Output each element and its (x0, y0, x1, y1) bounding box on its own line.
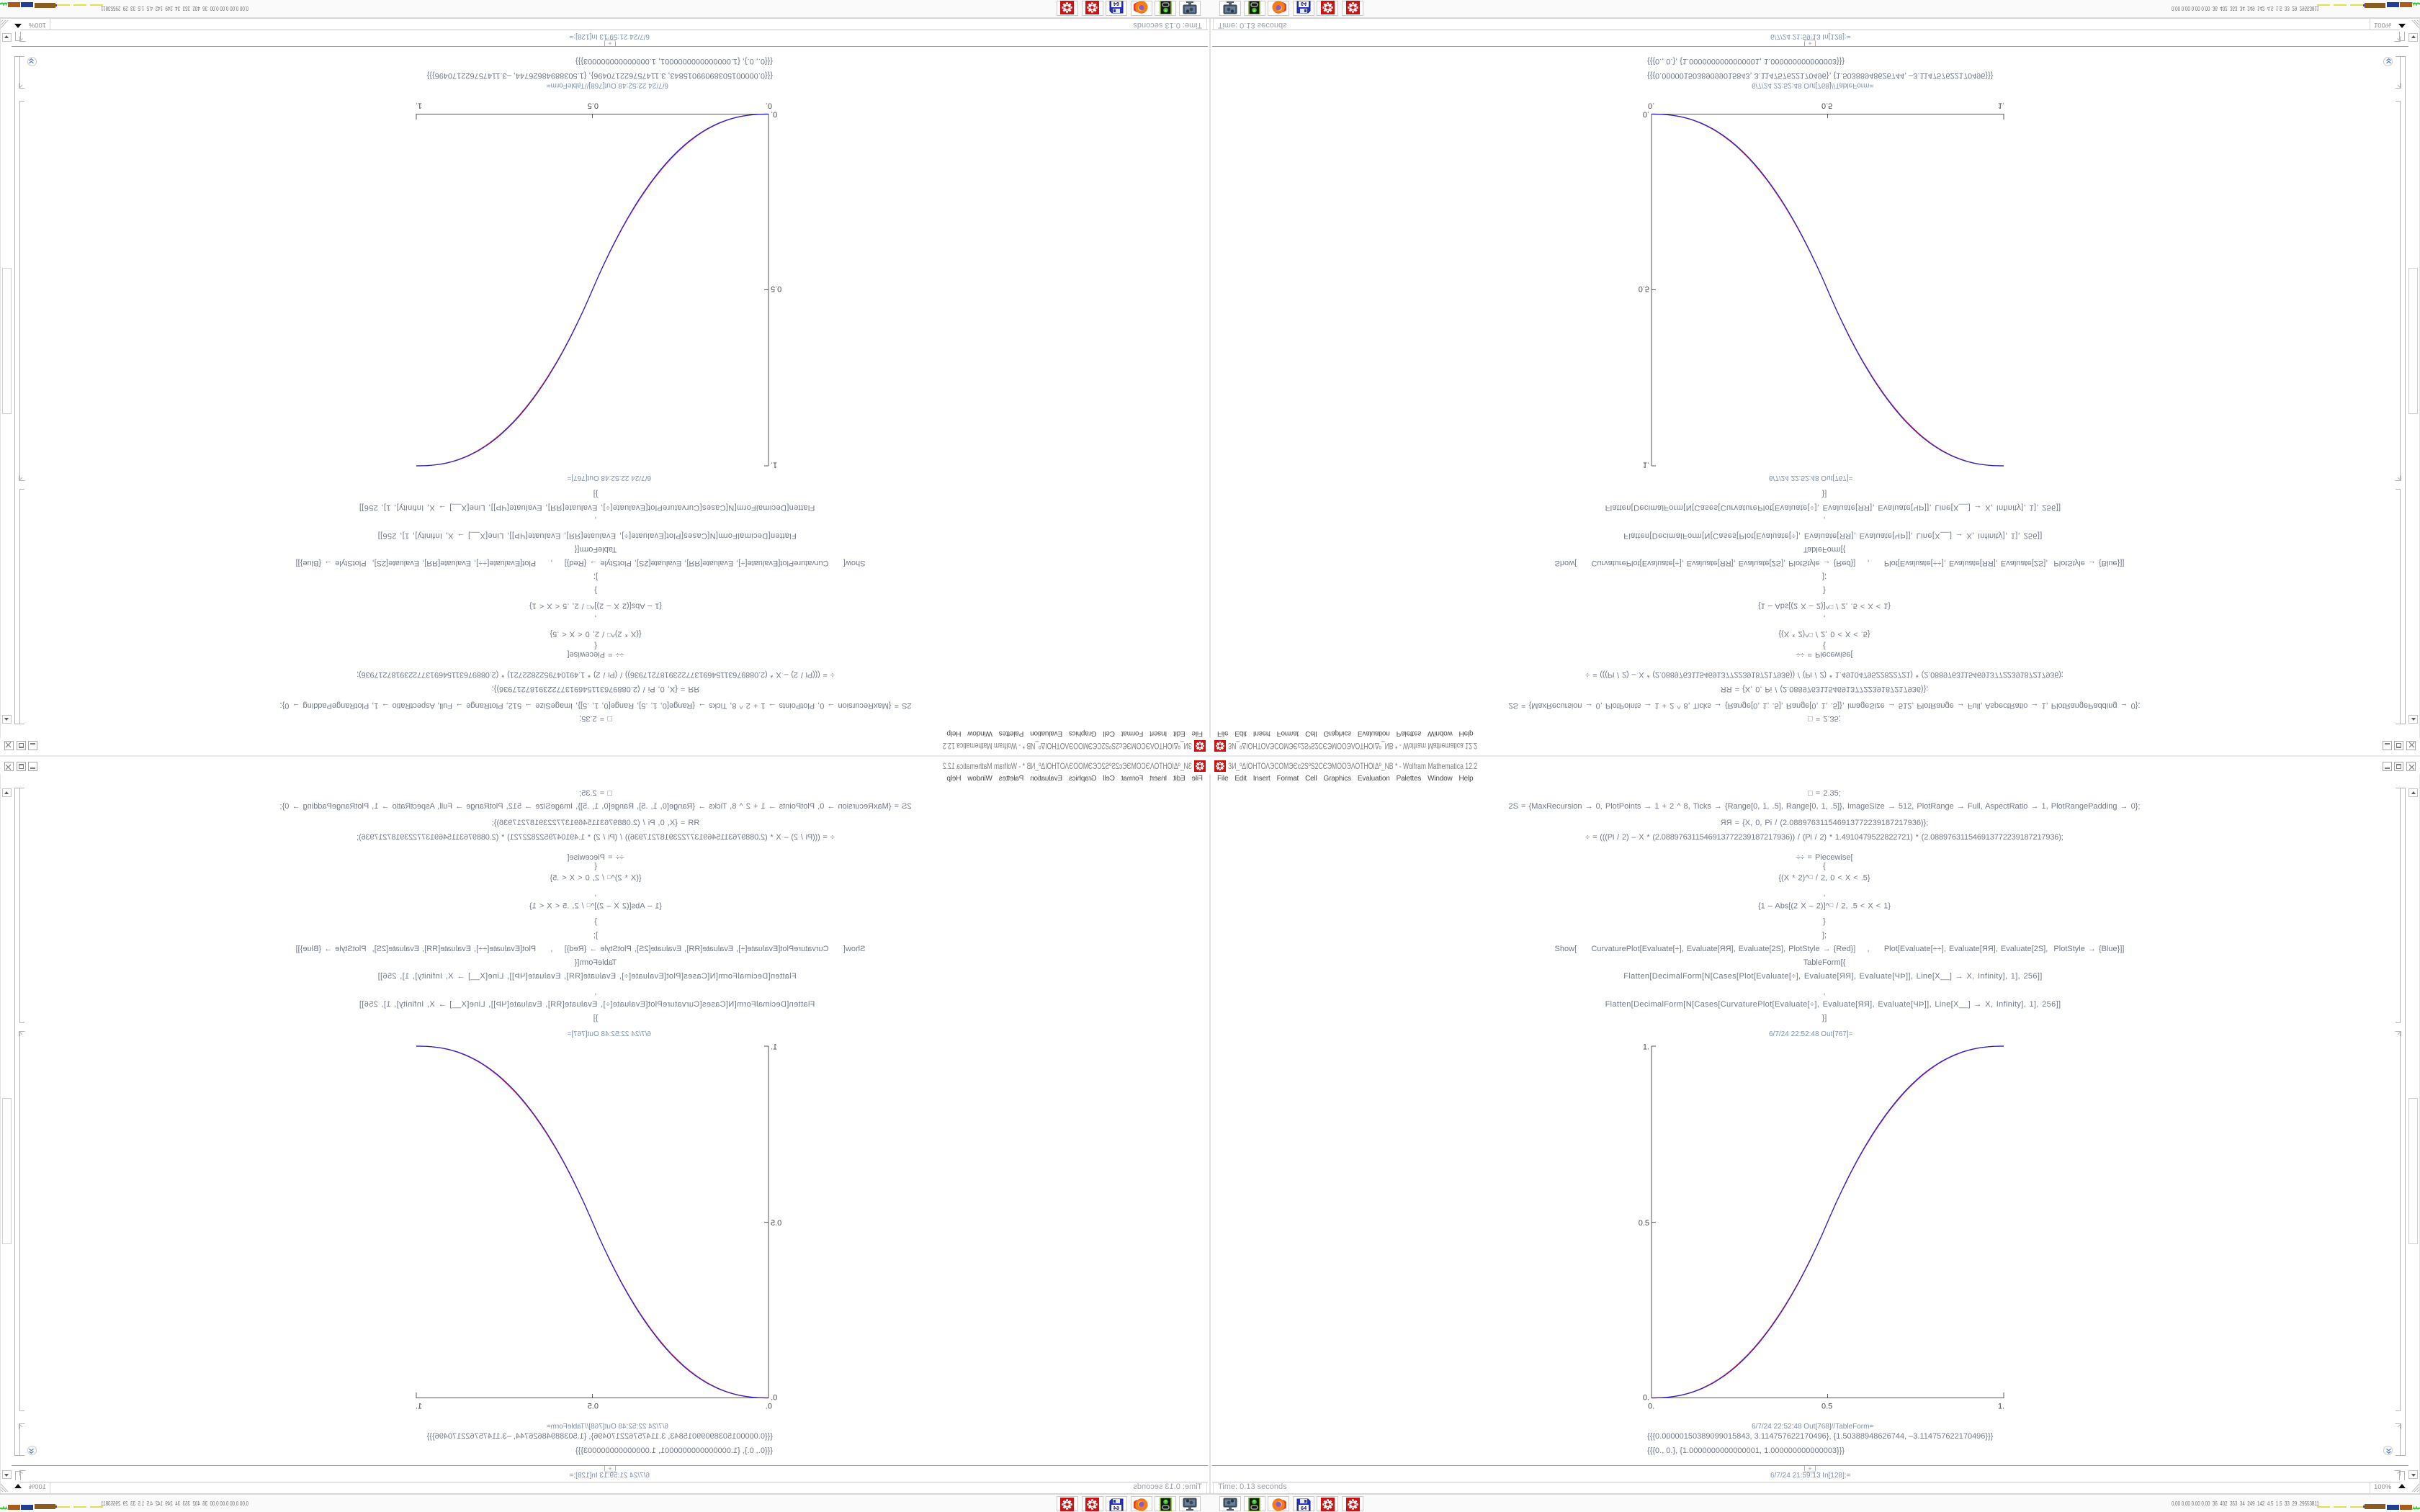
svg-text:64: 64 (1301, 1, 1307, 7)
svg-text:1.: 1. (416, 1403, 422, 1411)
svg-text:1.: 1. (1643, 461, 1649, 469)
svg-text:0.: 0. (1643, 110, 1649, 119)
svg-text:1.: 1. (771, 1043, 777, 1052)
svg-text:0.: 0. (1648, 102, 1654, 110)
svg-text:64: 64 (1113, 1505, 1119, 1511)
svg-text:1.: 1. (1998, 102, 2004, 110)
svg-text:64: 64 (1113, 1, 1119, 7)
svg-text:1.: 1. (771, 461, 777, 469)
svg-text:1.: 1. (1643, 1043, 1649, 1052)
svg-text:0.5: 0.5 (1821, 1403, 1832, 1411)
svg-text:0.5: 0.5 (771, 284, 781, 293)
svg-text:0.5: 0.5 (1639, 284, 1649, 293)
svg-text:1.: 1. (416, 102, 422, 110)
svg-text:0.: 0. (766, 102, 772, 110)
svg-text:0.5: 0.5 (771, 1219, 781, 1228)
svg-text:0.: 0. (1648, 1403, 1654, 1411)
svg-text:1.: 1. (1998, 1403, 2004, 1411)
svg-text:0.: 0. (771, 1394, 777, 1403)
svg-text:0.5: 0.5 (588, 102, 599, 110)
svg-text:0.: 0. (766, 1403, 772, 1411)
svg-text:0.5: 0.5 (1639, 1219, 1649, 1228)
svg-text:64: 64 (1301, 1505, 1307, 1511)
svg-text:0.: 0. (1643, 1394, 1649, 1403)
svg-text:0.: 0. (771, 110, 777, 119)
svg-text:0.5: 0.5 (1821, 102, 1832, 110)
svg-text:0.5: 0.5 (588, 1403, 599, 1411)
